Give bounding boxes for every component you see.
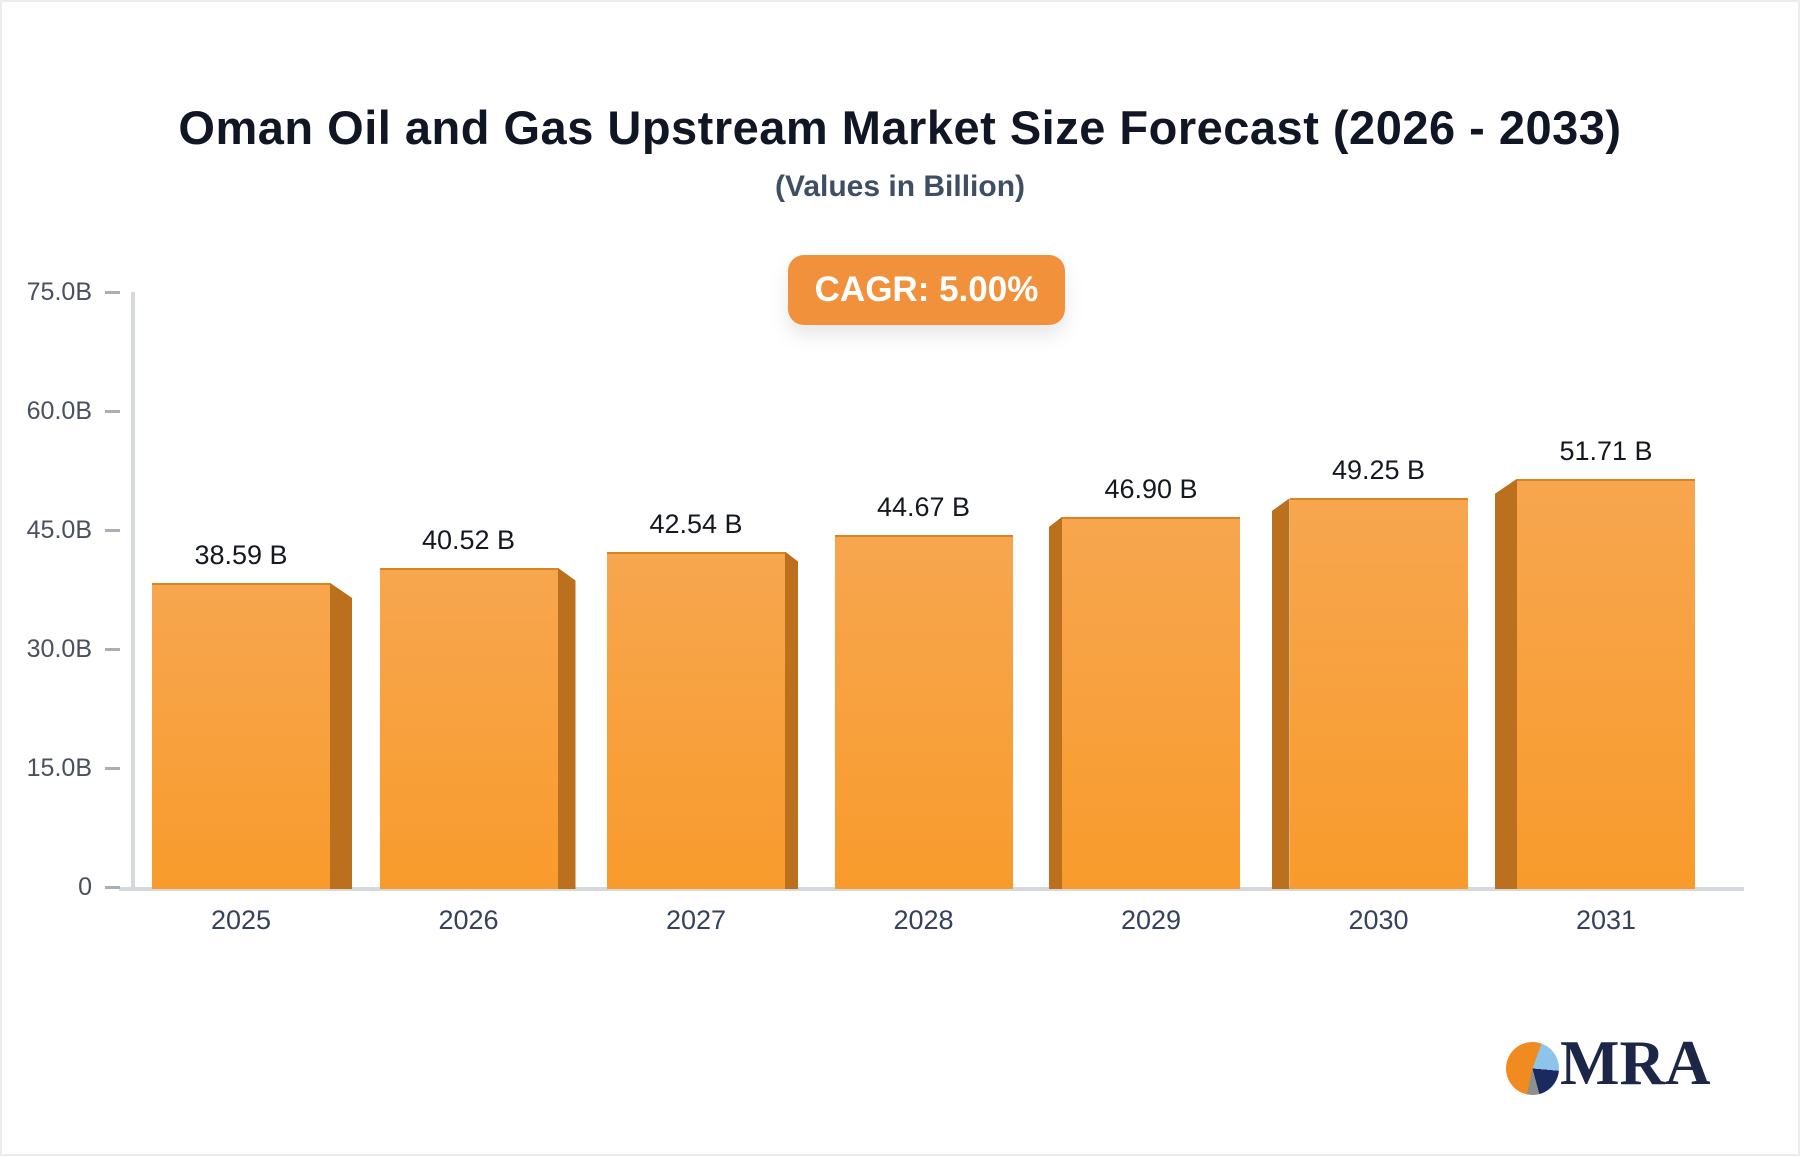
y-axis-tick-label: 45.0B: [26, 516, 92, 544]
bar-side-face: [1495, 478, 1517, 889]
y-axis-tick-label: 60.0B: [26, 397, 92, 425]
bar-side-face: [1049, 516, 1062, 889]
y-axis-tick-mark: [105, 647, 120, 651]
x-axis-label: 2030: [1348, 905, 1409, 935]
y-axis-tick-mark: [105, 290, 120, 294]
y-axis-tick-mark: [105, 409, 120, 413]
cagr-badge-label: CAGR: 5.00%: [814, 270, 1039, 309]
bar-value-label: 49.25 B: [1331, 455, 1426, 486]
y-axis-tick-mark: [105, 885, 120, 889]
bar-value-label: 46.90 B: [1104, 473, 1198, 504]
bar-side-face: [785, 551, 798, 889]
bar-2028: [834, 534, 1013, 889]
bar-2025: [152, 582, 330, 889]
x-axis-label: 2031: [1575, 905, 1637, 935]
x-axis-label: 2025: [210, 905, 272, 935]
y-axis-tick-mark: [105, 766, 120, 770]
x-axis-label: 2028: [893, 905, 954, 935]
pie-chart-icon: [1506, 1042, 1559, 1095]
bar-side-face: [1271, 498, 1290, 889]
y-axis-tick-label: 75.0B: [26, 278, 92, 306]
x-axis-line: [119, 887, 1744, 891]
y-axis-tick-mark: [105, 528, 120, 532]
x-axis-label: 2027: [665, 905, 727, 935]
x-axis-label: 2026: [438, 905, 499, 935]
bar-2031: [1517, 478, 1695, 889]
page-title: Oman Oil and Gas Upstream Market Size Fo…: [178, 101, 1622, 154]
bar-2029: [1062, 516, 1240, 889]
y-axis-tick-label: 30.0B: [26, 635, 92, 663]
page-subtitle: (Values in Billion): [774, 170, 1026, 203]
cagr-badge: CAGR: 5.00%: [788, 255, 1065, 325]
logo-text: MRA: [1560, 1028, 1711, 1098]
bar-side-face: [557, 567, 576, 889]
y-axis-tick-label: 0: [78, 873, 92, 901]
bar-value-label: 51.71 B: [1559, 435, 1653, 466]
bar-value-label: 44.67 B: [876, 491, 971, 522]
y-axis-tick-label: 15.0B: [26, 754, 92, 782]
bar-value-label: 42.54 B: [649, 508, 743, 539]
bar-2026: [379, 567, 558, 889]
x-axis-label: 2029: [1120, 905, 1182, 935]
bar-value-label: 38.59 B: [194, 539, 288, 570]
mra-logo: MRA: [1506, 1032, 1710, 1095]
y-axis-line: [131, 292, 135, 891]
bar-2027: [607, 551, 785, 889]
bar-value-label: 40.52 B: [421, 524, 516, 555]
bar-2030: [1289, 498, 1468, 889]
bar-side-face: [330, 582, 352, 889]
